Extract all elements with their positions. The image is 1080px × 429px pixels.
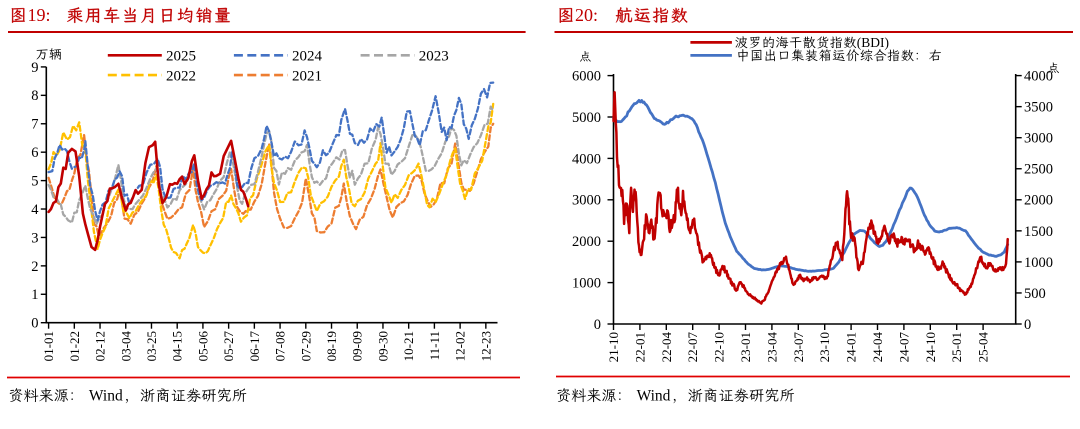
svg-text:Wind: Wind: [637, 388, 671, 405]
svg-text:500: 500: [1024, 286, 1046, 302]
svg-text:24-10: 24-10: [923, 332, 938, 362]
svg-text:1500: 1500: [1024, 224, 1053, 240]
svg-text:2025: 2025: [166, 49, 196, 65]
svg-text:2: 2: [31, 259, 38, 275]
svg-text:5: 5: [31, 174, 38, 190]
svg-text:25-01: 25-01: [949, 332, 964, 362]
svg-text:21-10: 21-10: [606, 332, 621, 362]
svg-text:09-30: 09-30: [375, 331, 390, 361]
svg-text:03-25: 03-25: [144, 331, 159, 361]
svg-text:19:: 19:: [28, 5, 51, 25]
svg-text:24-07: 24-07: [896, 332, 911, 363]
svg-text:10-21: 10-21: [401, 331, 416, 361]
svg-text:2024: 2024: [292, 49, 323, 65]
svg-text:25-04: 25-04: [976, 332, 991, 363]
svg-text:7: 7: [31, 117, 38, 133]
svg-text:23-04: 23-04: [764, 332, 779, 363]
svg-text:04-15: 04-15: [170, 331, 185, 361]
svg-text:2500: 2500: [1024, 162, 1053, 178]
svg-text:4000: 4000: [572, 151, 601, 167]
svg-text:1: 1: [31, 287, 38, 303]
svg-text:02-12: 02-12: [93, 331, 108, 361]
svg-text:07-08: 07-08: [273, 331, 288, 361]
svg-text:12-02: 12-02: [453, 331, 468, 361]
svg-text:23-07: 23-07: [791, 332, 806, 363]
svg-text:1000: 1000: [572, 276, 601, 292]
svg-text:3: 3: [31, 230, 38, 246]
svg-text:2021: 2021: [292, 68, 322, 84]
svg-text:24-01: 24-01: [844, 332, 859, 362]
svg-text:3000: 3000: [1024, 131, 1053, 147]
svg-text:8: 8: [31, 88, 38, 104]
svg-text:09-09: 09-09: [350, 331, 365, 361]
svg-text:0: 0: [31, 316, 38, 332]
svg-text:22-01: 22-01: [632, 332, 647, 362]
svg-text:6000: 6000: [572, 69, 601, 85]
svg-text:05-27: 05-27: [221, 331, 236, 362]
svg-text:01-01: 01-01: [41, 331, 56, 361]
svg-text:1000: 1000: [1024, 255, 1053, 271]
svg-text:5000: 5000: [572, 110, 601, 126]
svg-text:11-11: 11-11: [427, 331, 442, 360]
svg-text:3500: 3500: [1024, 100, 1053, 116]
svg-text:2023: 2023: [419, 49, 449, 65]
svg-text:(BDI): (BDI): [857, 35, 889, 50]
svg-text:12-23: 12-23: [478, 331, 493, 361]
svg-text:22-10: 22-10: [712, 332, 727, 362]
svg-text:22-07: 22-07: [685, 332, 700, 363]
svg-text:03-04: 03-04: [118, 331, 133, 362]
svg-text:4000: 4000: [1024, 69, 1053, 85]
svg-text:3000: 3000: [572, 193, 601, 209]
svg-text:05-06: 05-06: [195, 331, 210, 362]
svg-text:2000: 2000: [1024, 193, 1053, 209]
svg-text:9: 9: [31, 60, 38, 76]
svg-text:01-22: 01-22: [67, 331, 82, 361]
svg-text:4: 4: [31, 202, 39, 218]
svg-text:23-01: 23-01: [738, 332, 753, 362]
svg-text:08-19: 08-19: [324, 331, 339, 361]
svg-text:0: 0: [594, 317, 601, 333]
svg-text:24-04: 24-04: [870, 332, 885, 363]
svg-text:2000: 2000: [572, 234, 601, 250]
svg-text:22-04: 22-04: [659, 332, 674, 363]
svg-text:0: 0: [1024, 317, 1031, 333]
svg-text:6: 6: [31, 145, 38, 161]
svg-text:2022: 2022: [166, 68, 196, 84]
svg-text:Wind: Wind: [89, 388, 123, 405]
svg-text:06-17: 06-17: [247, 331, 262, 362]
svg-text:23-10: 23-10: [817, 332, 832, 362]
svg-text:20:: 20:: [575, 5, 598, 25]
svg-text:07-29: 07-29: [298, 331, 313, 361]
